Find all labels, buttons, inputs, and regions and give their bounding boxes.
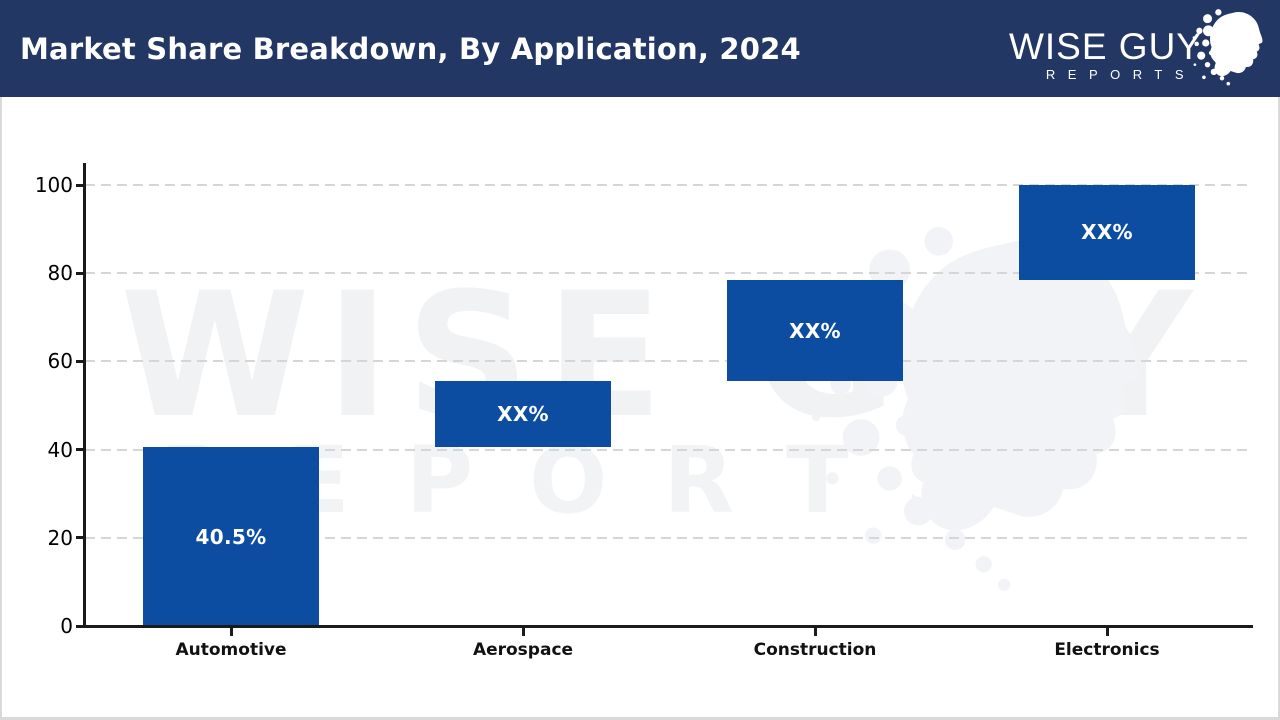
y-tick-mark <box>76 624 85 628</box>
y-tick-label: 80 <box>47 261 73 286</box>
y-tick-mark <box>76 536 85 540</box>
y-gridline <box>85 360 1253 363</box>
x-tick-mark <box>229 628 233 636</box>
x-tick-mark <box>521 628 525 636</box>
bar-aerospace: XX% <box>435 381 611 448</box>
category-label-electronics: Electronics <box>1054 640 1160 660</box>
category-label-aerospace: Aerospace <box>472 640 574 660</box>
bar-value-label: XX% <box>497 402 549 427</box>
bar-value-label: 40.5% <box>195 524 267 549</box>
y-tick-mark <box>76 183 85 187</box>
y-tick-label: 0 <box>60 614 73 638</box>
bar-value-label: XX% <box>789 318 841 343</box>
bar-value-label: XX% <box>1081 220 1133 245</box>
x-tick-mark <box>1105 628 1109 636</box>
y-tick-label: 100 <box>34 173 73 197</box>
y-axis-line <box>83 163 86 628</box>
y-gridline <box>85 448 1253 451</box>
logo-head-icon <box>1192 9 1263 86</box>
y-gridline <box>85 272 1253 275</box>
bar-automotive: 40.5% <box>143 447 319 626</box>
y-gridline <box>85 184 1253 186</box>
y-tick-mark <box>76 271 85 275</box>
y-tick-label: 40 <box>47 437 73 462</box>
y-tick-mark <box>76 448 85 452</box>
logo-wordmark: WISE GUY <box>1008 26 1202 67</box>
y-tick-label: 60 <box>47 349 73 374</box>
y-tick-label: 20 <box>47 525 73 550</box>
x-tick-mark <box>813 628 817 636</box>
category-label-construction: Construction <box>753 640 877 660</box>
header-band: Market Share Breakdown, By Application, … <box>0 0 1280 97</box>
x-axis-line <box>83 625 1253 628</box>
bar-electronics: XX% <box>1019 185 1195 280</box>
logo-subtitle: REPORTS <box>1045 67 1196 82</box>
category-label-automotive: Automotive <box>175 640 287 660</box>
bar-construction: XX% <box>727 279 903 382</box>
wise-guy-reports-logo: WISE GUY REPORTS <box>1009 4 1274 94</box>
y-tick-mark <box>76 359 85 363</box>
y-gridline <box>85 536 1253 539</box>
chart-title: Market Share Breakdown, By Application, … <box>20 31 801 66</box>
